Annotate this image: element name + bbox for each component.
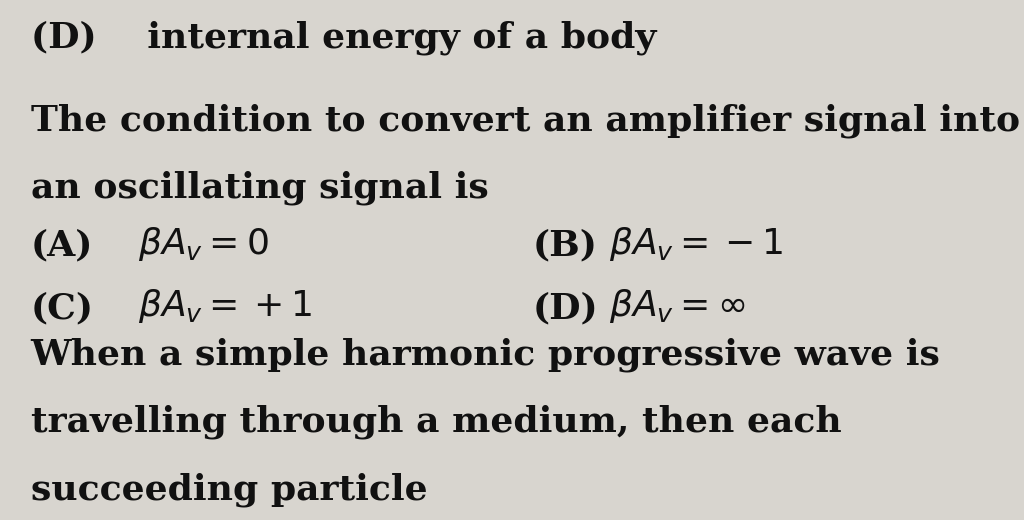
Text: When a simple harmonic progressive wave is: When a simple harmonic progressive wave … — [31, 337, 941, 372]
Text: $\beta A_v = 0$: $\beta A_v = 0$ — [138, 225, 269, 263]
Text: succeeding particle: succeeding particle — [31, 473, 427, 507]
Text: $\beta A_v = +1$: $\beta A_v = +1$ — [138, 287, 312, 325]
Text: (D)    internal energy of a body: (D) internal energy of a body — [31, 20, 656, 55]
Text: $\beta A_v = \infty$: $\beta A_v = \infty$ — [609, 287, 745, 325]
Text: $\beta A_v = -1$: $\beta A_v = -1$ — [609, 225, 783, 263]
Text: an oscillating signal is: an oscillating signal is — [31, 171, 488, 205]
Text: travelling through a medium, then each: travelling through a medium, then each — [31, 405, 842, 439]
Text: (B): (B) — [532, 229, 597, 263]
Text: (C): (C) — [31, 291, 94, 325]
Text: The condition to convert an amplifier signal into: The condition to convert an amplifier si… — [31, 103, 1020, 138]
Text: (A): (A) — [31, 229, 93, 263]
Text: (D): (D) — [532, 291, 598, 325]
